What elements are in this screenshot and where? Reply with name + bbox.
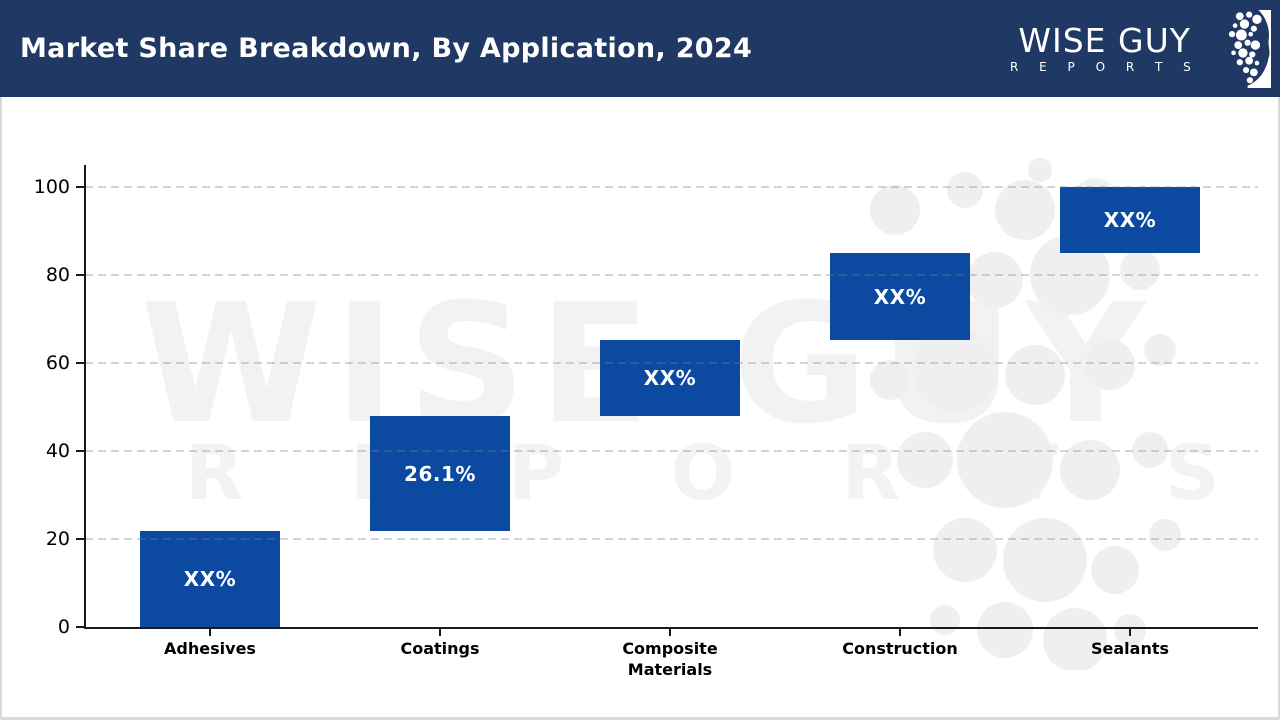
x-tick-mark xyxy=(899,629,901,636)
brand-logo-text: WISE GUY R E P O R T S xyxy=(1010,20,1200,75)
x-tick-label: Composite Materials xyxy=(622,639,718,679)
x-tick-mark xyxy=(1129,629,1131,636)
gridline xyxy=(85,362,1258,364)
y-tick-label: 20 xyxy=(45,528,70,550)
x-tick-label: Coatings xyxy=(400,639,480,658)
bar-composite-materials: XX% xyxy=(600,340,740,417)
bar-value-label: XX% xyxy=(1103,208,1157,232)
x-axis-line xyxy=(84,627,1258,629)
head-profile-dots-icon xyxy=(1229,10,1272,88)
gridline xyxy=(85,538,1258,540)
y-tick-mark xyxy=(76,450,84,452)
y-tick-mark xyxy=(76,626,84,628)
x-tick-mark xyxy=(439,629,441,636)
header-bar: Market Share Breakdown, By Application, … xyxy=(0,0,1280,97)
brand-name: WISE GUY xyxy=(1018,20,1191,60)
x-tick-mark xyxy=(669,629,671,636)
y-axis-line xyxy=(84,165,86,629)
y-tick-label: 0 xyxy=(57,616,70,638)
y-tick-mark xyxy=(76,538,84,540)
x-tick-label: Adhesives xyxy=(164,639,256,658)
y-tick-mark xyxy=(76,362,84,364)
bar-value-label: 26.1% xyxy=(404,461,476,486)
gridline xyxy=(85,186,1258,188)
bar-sealants: XX% xyxy=(1060,187,1200,253)
gridline xyxy=(85,450,1258,452)
watermark-head-dots-icon xyxy=(870,158,1181,670)
x-tick-label: Sealants xyxy=(1090,639,1169,658)
bar-construction: XX% xyxy=(830,253,970,341)
brand-subtitle: R E P O R T S xyxy=(1010,60,1200,75)
gridline xyxy=(85,274,1258,276)
brand-logo: WISE GUY R E P O R T S xyxy=(1010,6,1272,92)
bar-value-label: XX% xyxy=(643,366,697,391)
x-tick-mark xyxy=(209,629,211,636)
y-tick-label: 60 xyxy=(45,352,70,374)
bar-adhesives: XX% xyxy=(140,531,280,627)
y-tick-mark xyxy=(76,186,84,188)
y-tick-mark xyxy=(76,274,84,276)
page-title: Market Share Breakdown, By Application, … xyxy=(20,33,753,64)
bar-coatings: 26.1% xyxy=(370,416,510,532)
y-tick-label: 40 xyxy=(45,440,70,462)
x-tick-label: Construction xyxy=(842,639,958,658)
y-tick-label: 80 xyxy=(45,264,70,286)
y-tick-label: 100 xyxy=(33,176,70,198)
bar-value-label: XX% xyxy=(873,284,927,309)
bar-value-label: XX% xyxy=(183,567,237,592)
